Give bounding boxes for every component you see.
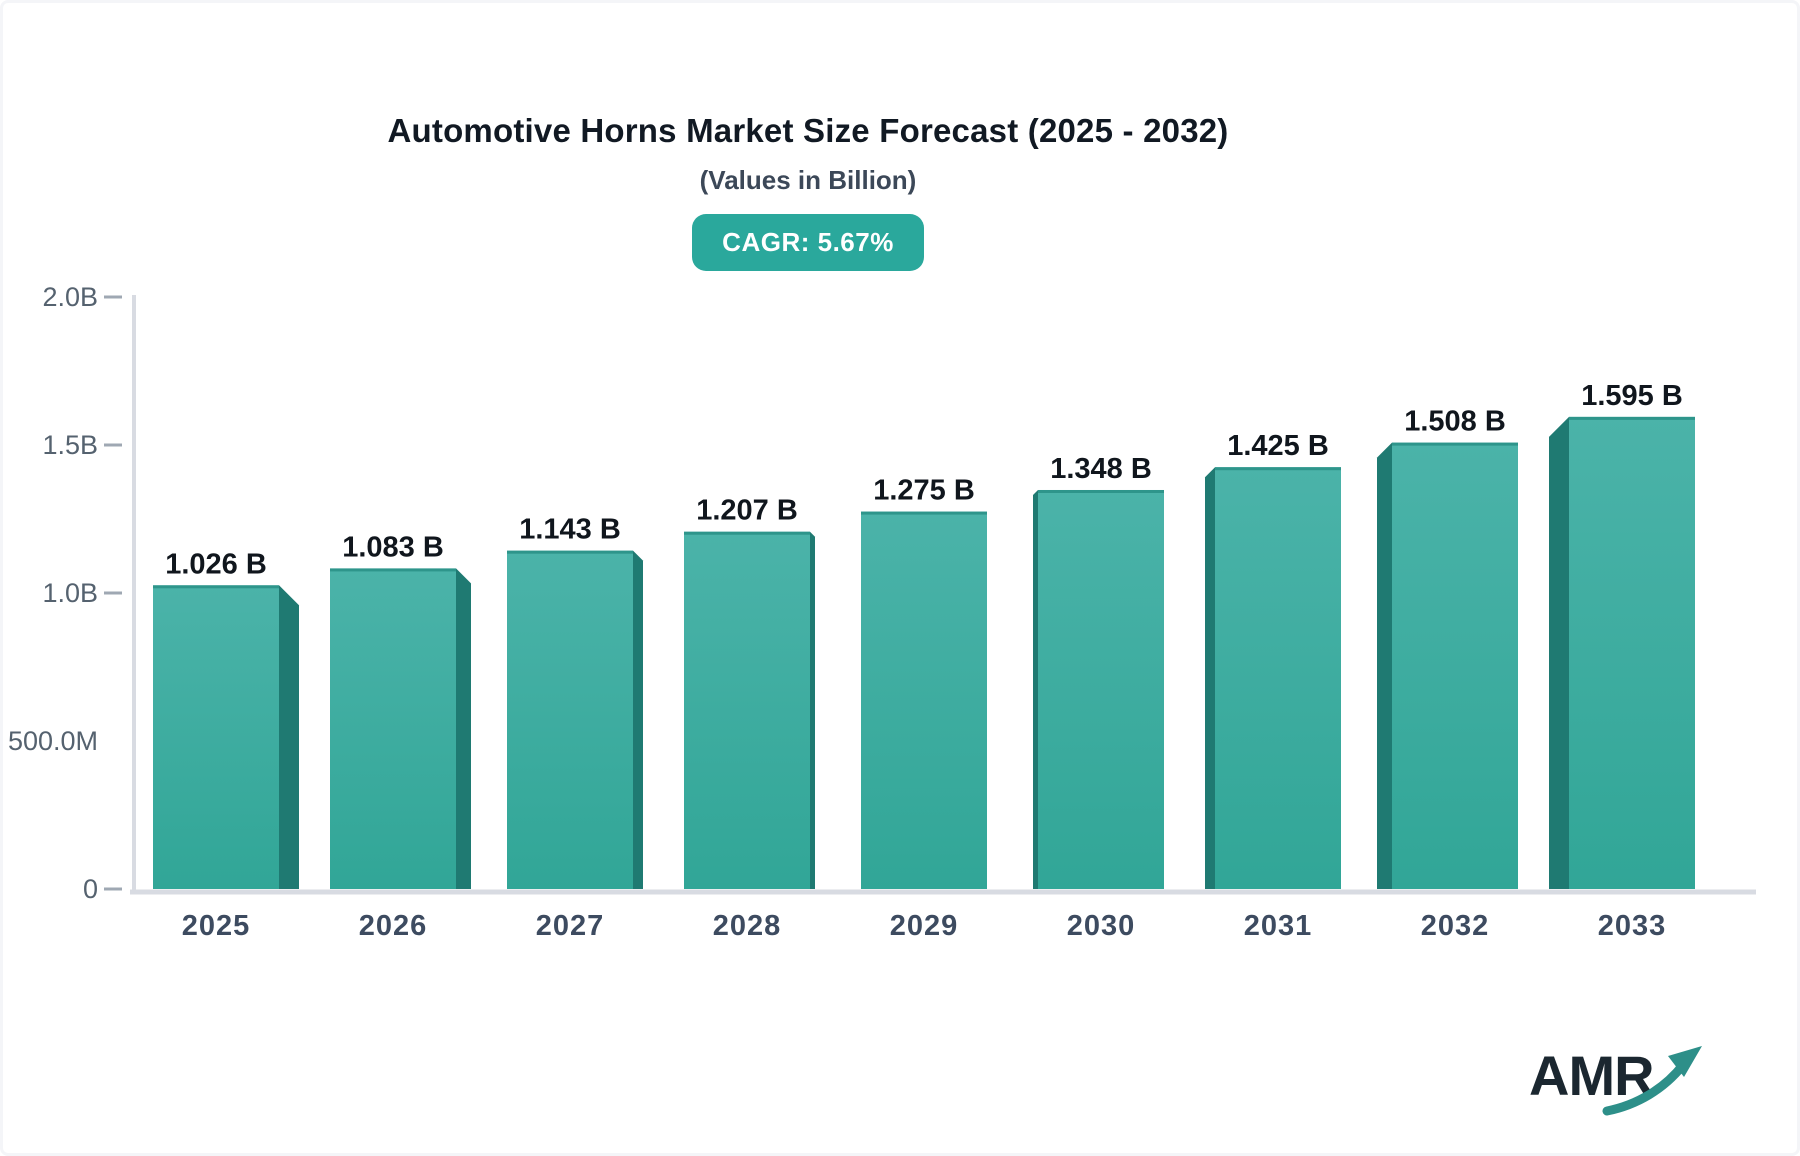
x-tick-label: 2025 [182,910,251,942]
bar-side-face [810,531,815,889]
y-tick-label: 500.0M [8,726,98,756]
bar-top-edge [153,585,279,589]
bar-2028[interactable] [684,531,810,889]
bar-side-face [633,550,643,889]
bar-side-face [279,585,299,889]
bar-value-label: 1.207 B [696,495,798,527]
growth-arrow-head-icon [1668,1046,1702,1077]
bar-chart-plot: 2.0B 1.5B 1.0B 500.0M 0 1.026 B 2025 1.083 B 202… [8,282,1756,942]
bar-value-label: 1.143 B [519,514,621,546]
bar-group-2032: 1.508 B 2032 [1377,406,1518,942]
bar-top-edge [1215,467,1341,471]
x-tick-label: 2029 [890,910,959,942]
x-tick-label: 2028 [713,910,782,942]
x-tick-label: 2033 [1598,910,1667,942]
bar-2029[interactable] [861,511,987,889]
y-tick-label: 1.5B [42,430,98,460]
bar-top-edge [1392,442,1518,446]
x-tick-label: 2030 [1067,910,1136,942]
bar-group-2028: 1.207 B 2028 [684,495,815,942]
bar-side-face [1549,416,1569,889]
bar-value-label: 1.275 B [873,475,975,507]
bar-group-2033: 1.595 B 2033 [1549,380,1695,942]
x-tick-label: 2027 [536,910,605,942]
bar-side-face [1033,489,1038,889]
bar-2025[interactable] [153,585,279,889]
bar-2032[interactable] [1392,442,1518,889]
chart-title: Automotive Horns Market Size Forecast (2… [387,112,1229,149]
bar-top-edge [1569,416,1695,420]
y-tick-label: 1.0B [42,578,98,608]
bar-value-label: 1.595 B [1581,380,1683,412]
x-tick-label: 2026 [359,910,428,942]
bar-top-edge [330,568,456,572]
bar-value-label: 1.083 B [342,531,444,563]
bar-2033[interactable] [1569,416,1695,889]
bar-group-2027: 1.143 B 2027 [507,514,643,942]
y-tick-label: 0 [83,874,98,904]
bar-2027[interactable] [507,550,633,889]
bar-value-label: 1.026 B [165,548,267,580]
chart-header: Automotive Horns Market Size Forecast (2… [3,111,1613,271]
bar-2030[interactable] [1038,489,1164,889]
x-tick-label: 2032 [1421,910,1490,942]
bar-2031[interactable] [1215,467,1341,889]
chart-subtitle: (Values in Billion) [699,165,917,195]
cagr-badge: CAGR: 5.67% [692,214,924,271]
bar-side-face [1205,467,1215,889]
bar-2026[interactable] [330,568,456,889]
y-tick-label: 2.0B [42,282,98,312]
bar-group-2029: 1.275 B 2029 [861,475,987,942]
growth-arrow-icon [1602,1060,1688,1116]
bar-value-label: 1.508 B [1404,406,1506,438]
bar-side-face [1377,442,1392,889]
x-tick-label: 2031 [1244,910,1313,942]
bar-group-2025: 1.026 B 2025 [153,548,299,942]
bar-group-2030: 1.348 B 2030 [1033,453,1164,942]
bar-top-edge [684,531,810,535]
bar-group-2031: 1.425 B 2031 [1205,430,1341,942]
bar-top-edge [861,511,987,515]
bar-group-2026: 1.083 B 2026 [330,531,471,942]
bar-value-label: 1.425 B [1227,430,1329,462]
amr-logo-text: AMR [1529,1044,1654,1107]
bar-top-edge [1038,489,1164,493]
bar-top-edge [507,550,633,554]
amr-logo: AMR [1529,1044,1702,1116]
bar-side-face [456,568,471,889]
bar-value-label: 1.348 B [1050,453,1152,485]
